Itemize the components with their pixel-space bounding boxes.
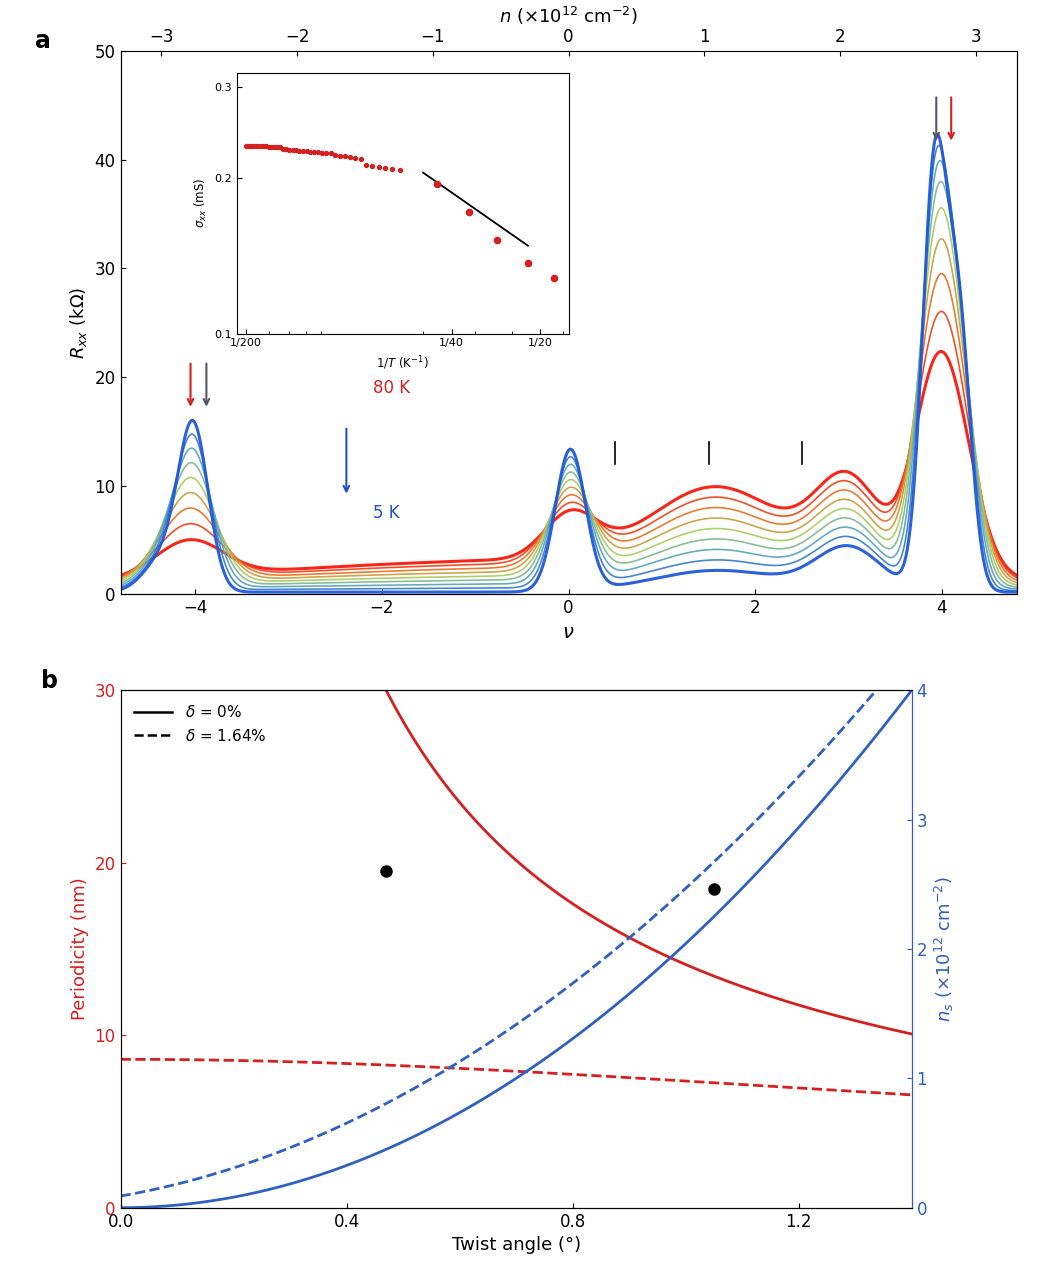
Y-axis label: $R_{xx}$ (k$\Omega$): $R_{xx}$ (k$\Omega$) <box>68 286 89 359</box>
Text: 80 K: 80 K <box>372 380 410 397</box>
Y-axis label: Periodicity (nm): Periodicity (nm) <box>71 878 89 1020</box>
Text: a: a <box>36 29 51 54</box>
Text: b: b <box>42 670 59 694</box>
Text: 5 K: 5 K <box>372 505 399 523</box>
Legend: $\delta$ = 0%, $\delta$ = 1.64%: $\delta$ = 0%, $\delta$ = 1.64% <box>128 698 272 750</box>
X-axis label: $n$ ($\times10^{12}$ cm$^{-2}$): $n$ ($\times10^{12}$ cm$^{-2}$) <box>499 5 638 27</box>
X-axis label: $\nu$: $\nu$ <box>563 622 574 642</box>
X-axis label: Twist angle (°): Twist angle (°) <box>452 1236 581 1254</box>
Y-axis label: $n_s$ ($\times10^{12}$ cm$^{-2}$): $n_s$ ($\times10^{12}$ cm$^{-2}$) <box>933 875 956 1022</box>
